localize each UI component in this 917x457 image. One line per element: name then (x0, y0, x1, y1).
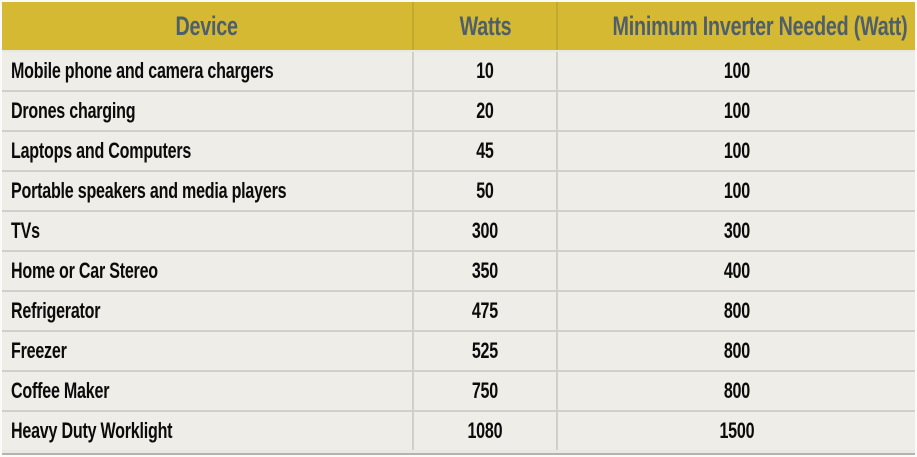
watts-cell: 10 (412, 51, 557, 91)
device-cell: Home or Car Stereo (2, 250, 413, 291)
watts-cell: 1080 (412, 410, 557, 450)
device-cell: Mobile phone and camera chargers (2, 51, 413, 91)
device-name: Freezer (11, 338, 67, 363)
inverter-value: 100 (723, 178, 750, 203)
inverter-cell: 300 (556, 210, 915, 251)
device-cell: Refrigerator (2, 290, 413, 331)
inverter-value: 300 (723, 218, 750, 243)
device-name: TVs (11, 218, 40, 243)
device-cell: Freezer (2, 330, 413, 371)
watts-cell: 350 (412, 250, 557, 291)
inverter-cell: 100 (556, 130, 915, 171)
header-cell-watts: Watts (412, 2, 557, 52)
inverter-cell: 1500 (556, 410, 915, 450)
power-inverter-table: Device Watts Minimum Inverter Needed (Wa… (2, 2, 915, 450)
inverter-cell: 800 (556, 370, 915, 411)
watts-value: 300 (471, 218, 499, 243)
table-row: Laptops and Computers 45 100 (2, 130, 915, 171)
inverter-value: 1500 (719, 418, 754, 443)
device-name: Heavy Duty Worklight (11, 418, 173, 443)
inverter-cell: 800 (556, 290, 915, 331)
table-row: TVs 300 300 (2, 210, 915, 251)
device-cell: Coffee Maker (2, 370, 413, 411)
header-label-inverter: Minimum Inverter Needed (Watt) (612, 10, 908, 41)
inverter-cell: 800 (556, 330, 915, 371)
inverter-value: 100 (723, 58, 750, 83)
watts-value: 750 (471, 378, 499, 403)
table-row: Mobile phone and camera chargers 10 100 (2, 51, 915, 91)
watts-cell: 300 (412, 210, 557, 251)
device-cell: Portable speakers and media players (2, 170, 413, 211)
table-row: Portable speakers and media players 50 1… (2, 170, 915, 211)
watts-cell: 525 (412, 330, 557, 371)
inverter-value: 100 (723, 98, 750, 123)
watts-value: 45 (476, 138, 494, 163)
header-row: Device Watts Minimum Inverter Needed (Wa… (2, 2, 915, 52)
device-cell: TVs (2, 210, 413, 251)
table-row: Home or Car Stereo 350 400 (2, 250, 915, 291)
inverter-value: 800 (723, 298, 750, 323)
table-bottom-border (2, 450, 915, 455)
watts-cell: 20 (412, 90, 557, 131)
device-name: Coffee Maker (11, 378, 110, 403)
header-cell-inverter: Minimum Inverter Needed (Watt) (556, 2, 915, 52)
table-row: Freezer 525 800 (2, 330, 915, 371)
header-label-watts: Watts (459, 10, 511, 41)
inverter-value: 800 (723, 338, 750, 363)
table-row: Drones charging 20 100 (2, 90, 915, 131)
device-name: Laptops and Computers (11, 138, 192, 163)
device-name: Drones charging (11, 98, 136, 123)
watts-value: 1080 (467, 418, 503, 443)
device-name: Refrigerator (11, 298, 101, 323)
device-name: Home or Car Stereo (11, 258, 158, 283)
device-cell: Heavy Duty Worklight (2, 410, 413, 450)
header-cell-device: Device (2, 2, 413, 52)
watts-value: 525 (471, 338, 499, 363)
table-row: Refrigerator 475 800 (2, 290, 915, 331)
device-cell: Laptops and Computers (2, 130, 413, 171)
watts-value: 350 (471, 258, 499, 283)
watts-value: 20 (476, 98, 494, 123)
watts-cell: 475 (412, 290, 557, 331)
watts-value: 10 (476, 58, 494, 83)
watts-value: 475 (471, 298, 499, 323)
table-row: Coffee Maker 750 800 (2, 370, 915, 411)
inverter-cell: 100 (556, 51, 915, 91)
header-label-device: Device (175, 10, 239, 41)
inverter-cell: 400 (556, 250, 915, 291)
inverter-cell: 100 (556, 170, 915, 211)
watts-cell: 45 (412, 130, 557, 171)
device-name: Mobile phone and camera chargers (11, 58, 274, 83)
inverter-cell: 100 (556, 90, 915, 131)
inverter-value: 100 (723, 138, 750, 163)
table-row: Heavy Duty Worklight 1080 1500 (2, 410, 915, 450)
inverter-value: 800 (723, 378, 750, 403)
watts-cell: 50 (412, 170, 557, 211)
watts-cell: 750 (412, 370, 557, 411)
inverter-value: 400 (723, 258, 750, 283)
watts-value: 50 (476, 178, 494, 203)
device-name: Portable speakers and media players (11, 178, 287, 203)
device-cell: Drones charging (2, 90, 413, 131)
